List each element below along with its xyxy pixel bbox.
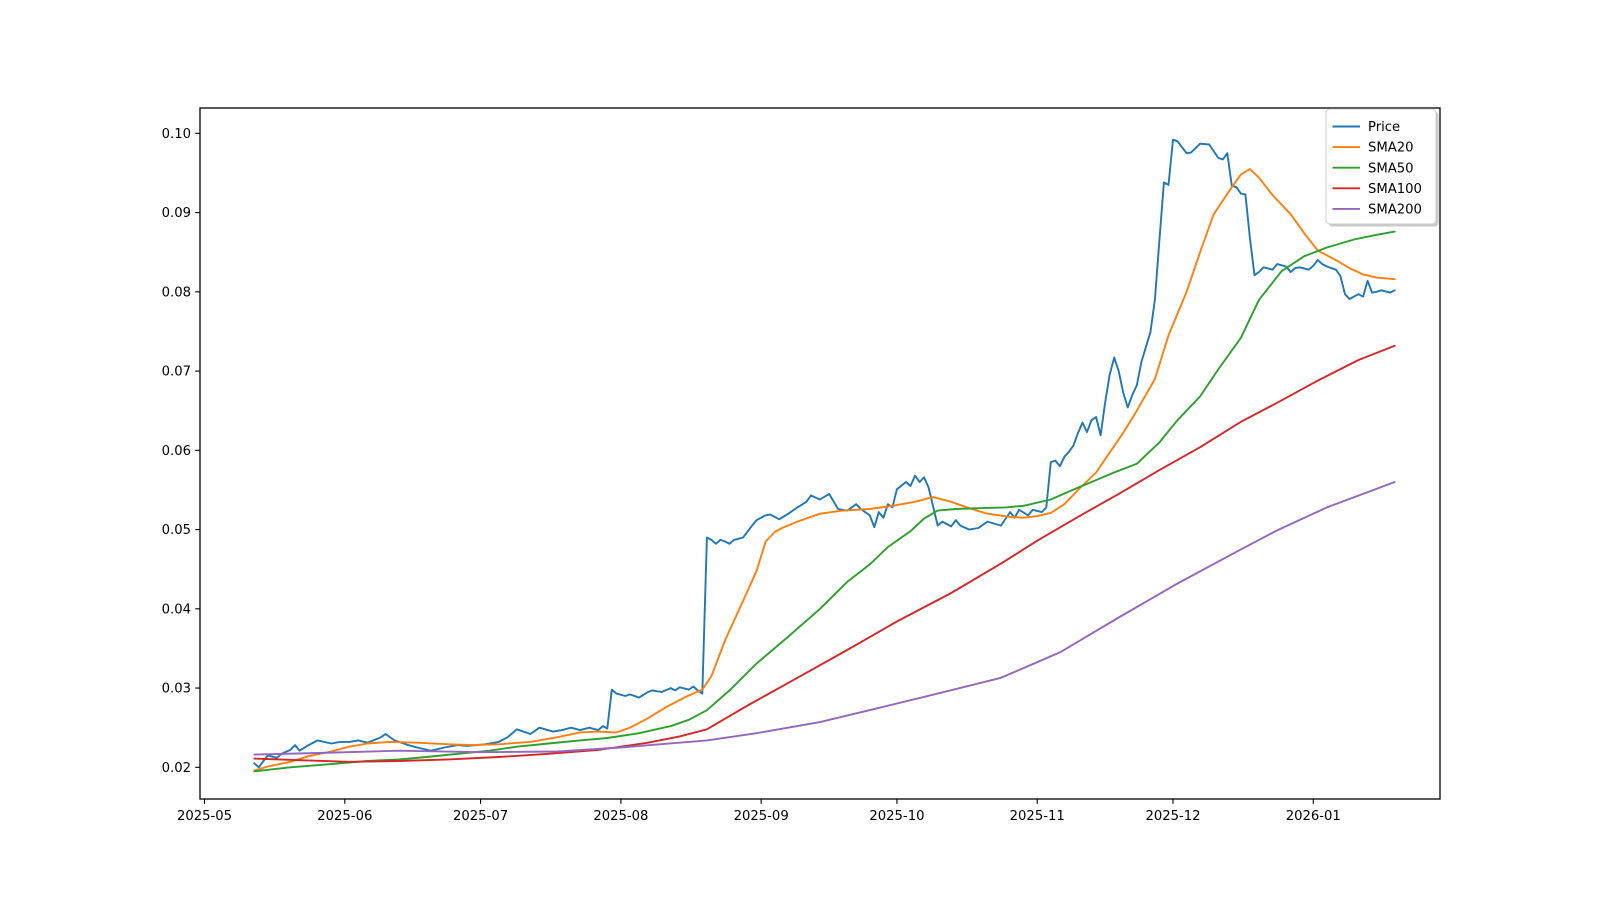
y-tick-label: 0.08 bbox=[162, 285, 191, 300]
y-tick-label: 0.09 bbox=[162, 206, 191, 221]
x-tick-label: 2025-08 bbox=[593, 809, 648, 824]
legend-label-sma50: SMA50 bbox=[1368, 161, 1414, 176]
sma20-line bbox=[253, 168, 1396, 772]
x-tick-label: 2025-06 bbox=[317, 809, 372, 824]
price-line bbox=[253, 138, 1396, 769]
y-tick-label: 0.03 bbox=[162, 682, 191, 697]
y-tick-label: 0.05 bbox=[162, 523, 191, 538]
legend-label-price: Price bbox=[1368, 120, 1400, 135]
y-tick-label: 0.02 bbox=[162, 761, 191, 776]
legend-label-sma200: SMA200 bbox=[1368, 203, 1422, 218]
x-tick-label: 2026-01 bbox=[1286, 809, 1341, 824]
sma200-line bbox=[253, 481, 1396, 756]
x-axis: 2025-05 2025-06 2025-07 2025-08 2025-09 2025-… bbox=[177, 799, 1341, 824]
legend-label-sma20: SMA20 bbox=[1368, 141, 1414, 156]
y-tick-label: 0.06 bbox=[162, 444, 191, 459]
y-tick-label: 0.04 bbox=[162, 602, 191, 617]
sma100-line bbox=[253, 344, 1396, 763]
x-tick-label: 2025-10 bbox=[869, 809, 924, 824]
x-tick-label: 2025-05 bbox=[177, 809, 232, 824]
legend: Price SMA20 SMA50 SMA100 SMA200 bbox=[1325, 108, 1439, 227]
x-tick-label: 2025-07 bbox=[453, 809, 508, 824]
x-tick-label: 2025-11 bbox=[1010, 809, 1065, 824]
x-tick-label: 2025-12 bbox=[1145, 809, 1200, 824]
series-group bbox=[253, 138, 1396, 773]
plot-area bbox=[200, 108, 1440, 799]
axes-frame bbox=[199, 107, 1441, 800]
legend-box bbox=[1325, 108, 1437, 225]
y-tick-label: 0.10 bbox=[162, 127, 191, 142]
legend-label-sma100: SMA100 bbox=[1368, 182, 1422, 197]
sma50-line bbox=[253, 230, 1396, 773]
y-tick-label: 0.07 bbox=[162, 365, 191, 380]
x-tick-label: 2025-09 bbox=[734, 809, 789, 824]
y-axis: 0.02 0.03 0.04 0.05 0.06 0.07 0.08 0.09 0.10 bbox=[162, 127, 200, 776]
